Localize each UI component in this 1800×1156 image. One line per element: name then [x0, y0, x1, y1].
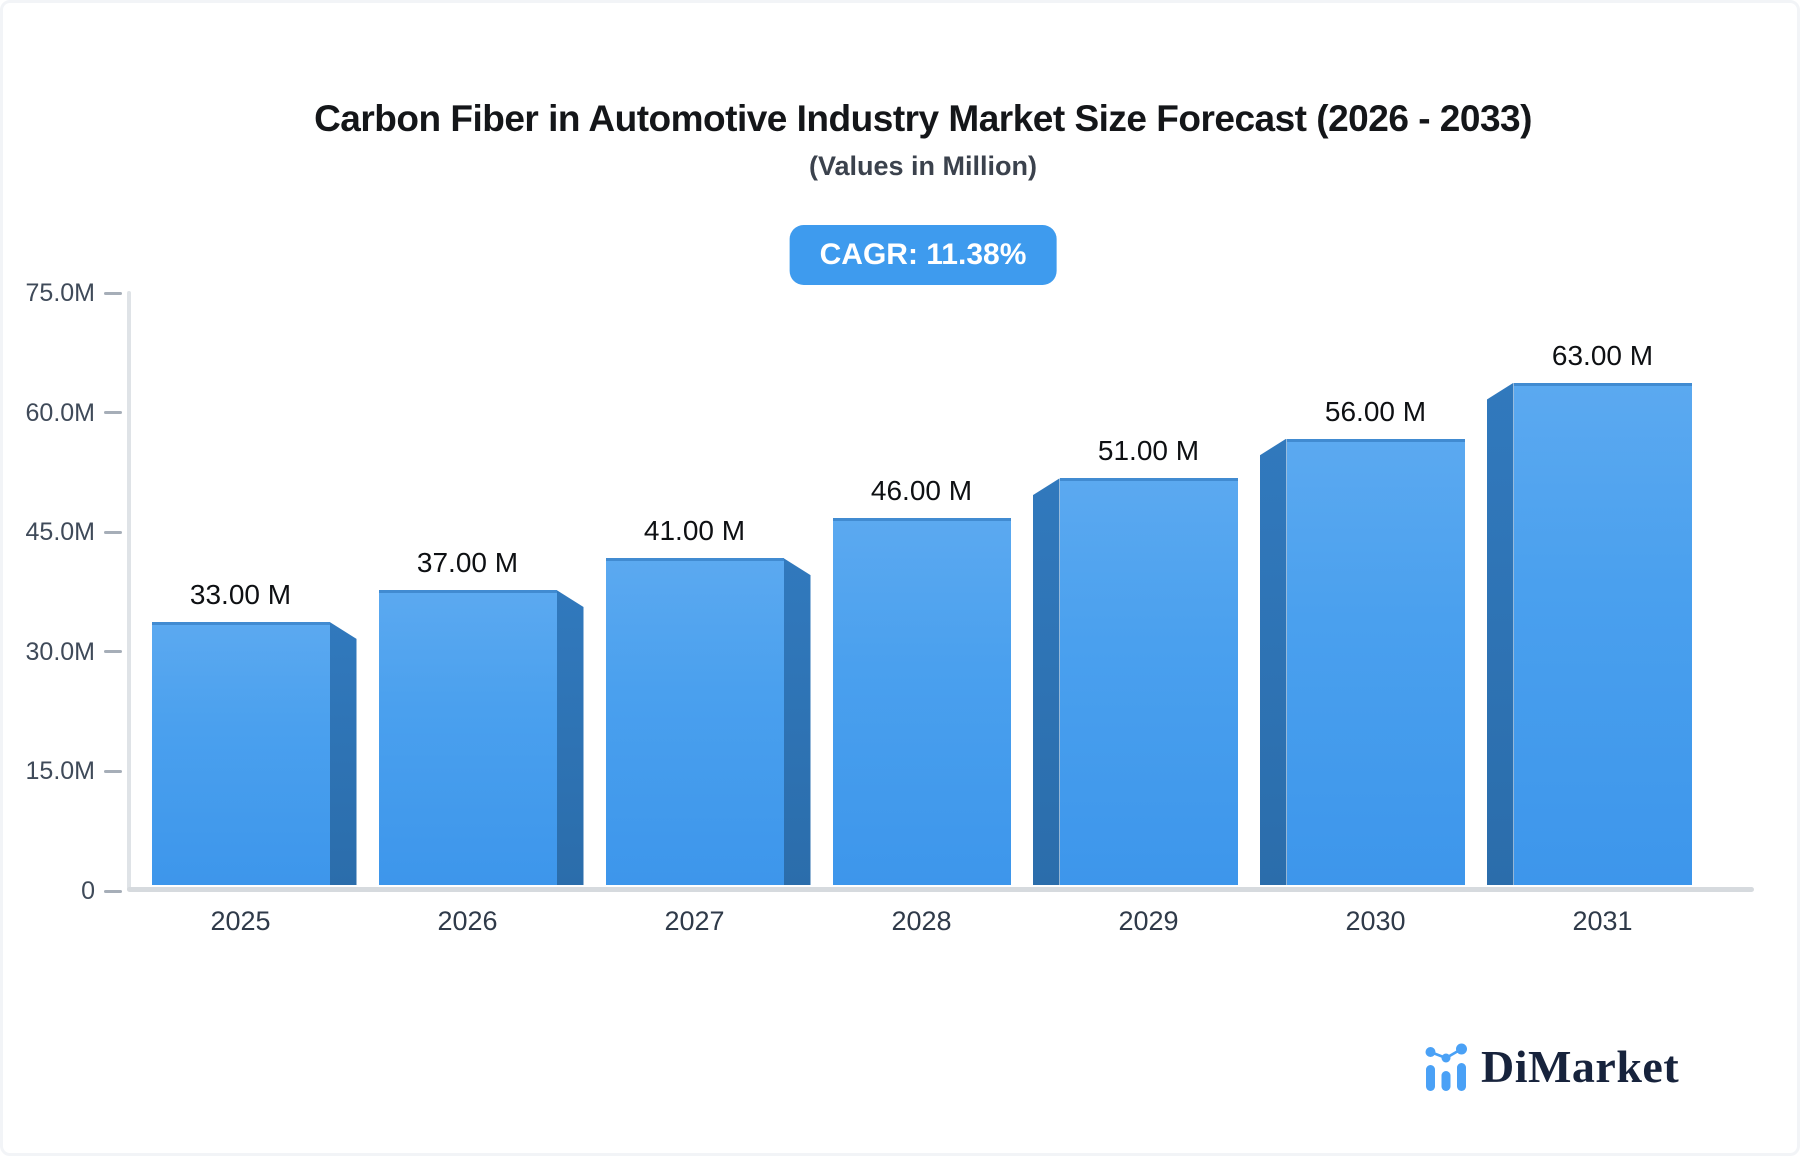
dimarket-logo-icon — [1425, 1043, 1467, 1091]
x-axis-label: 2028 — [891, 906, 952, 936]
chart-subtitle: (Values in Million) — [808, 151, 1038, 181]
y-axis-tick — [104, 769, 122, 773]
bar-group: 41.00 M 2027 — [581, 515, 811, 936]
y-axis-tick — [104, 411, 122, 415]
bar-value-label: 63.00 M — [1551, 339, 1654, 371]
bar-value-label: 46.00 M — [870, 475, 973, 507]
bar-group: 46.00 M 2028 — [808, 475, 1035, 936]
bar[interactable] — [832, 518, 1011, 885]
chart-title: Carbon Fiber in Automotive Industry Mark… — [314, 98, 1532, 139]
y-axis-tick — [104, 530, 122, 534]
bar-side-face — [329, 621, 357, 885]
bar[interactable] — [151, 621, 330, 885]
bar-group: 33.00 M 2025 — [127, 579, 357, 936]
bar-value-label: 56.00 M — [1324, 395, 1427, 427]
bar[interactable] — [1513, 382, 1692, 885]
bar-group: 63.00 M 2031 — [1486, 340, 1716, 936]
bar-side-face — [1486, 382, 1514, 885]
plot-area: 75.0M 60.0M 45.0M 30.0M 15.0M 0 33.00 M 2025 37… — [3, 3, 1797, 1153]
y-axis-tick — [104, 889, 122, 893]
x-axis-label: 2029 — [1118, 906, 1179, 936]
x-axis-line — [127, 887, 1754, 892]
x-axis-label: 2030 — [1345, 906, 1406, 936]
bar[interactable] — [1059, 478, 1238, 885]
cagr-badge: CAGR: 11.38% — [789, 225, 1057, 285]
bar-side-face — [1032, 478, 1060, 885]
bar-value-label: 33.00 M — [189, 578, 292, 610]
y-axis-line — [127, 291, 131, 891]
bar-group: 51.00 M 2029 — [1032, 435, 1262, 936]
y-axis-label: 15.0M — [25, 757, 95, 786]
bar[interactable] — [378, 590, 557, 885]
y-axis-label: 0 — [81, 877, 95, 905]
bar-value-label: 37.00 M — [416, 547, 519, 578]
x-axis-label: 2026 — [437, 906, 498, 936]
y-axis-label: 60.0M — [25, 398, 95, 427]
bar-side-face — [1259, 438, 1287, 885]
y-axis-label: 45.0M — [25, 518, 95, 547]
x-axis-label: 2031 — [1572, 906, 1633, 936]
y-axis-tick — [104, 291, 122, 295]
bar[interactable] — [1286, 438, 1465, 885]
bar[interactable] — [605, 558, 784, 885]
dimarket-logo: DiMarket — [1424, 1041, 1679, 1093]
y-axis-tick — [104, 650, 122, 654]
bar-value-label: 51.00 M — [1097, 435, 1200, 467]
y-axis-label: 75.0M — [25, 279, 95, 307]
bar-value-label: 41.00 M — [643, 515, 746, 547]
dimarket-logo-text: DiMarket — [1481, 1041, 1680, 1092]
bar-group: 37.00 M 2026 — [354, 547, 584, 936]
x-axis-label: 2025 — [210, 906, 271, 936]
y-axis-label: 30.0M — [25, 637, 95, 666]
x-axis-label: 2027 — [664, 906, 725, 936]
bar-side-face — [556, 590, 584, 885]
bar-group: 56.00 M 2030 — [1259, 396, 1489, 936]
bar-side-face — [783, 558, 811, 885]
